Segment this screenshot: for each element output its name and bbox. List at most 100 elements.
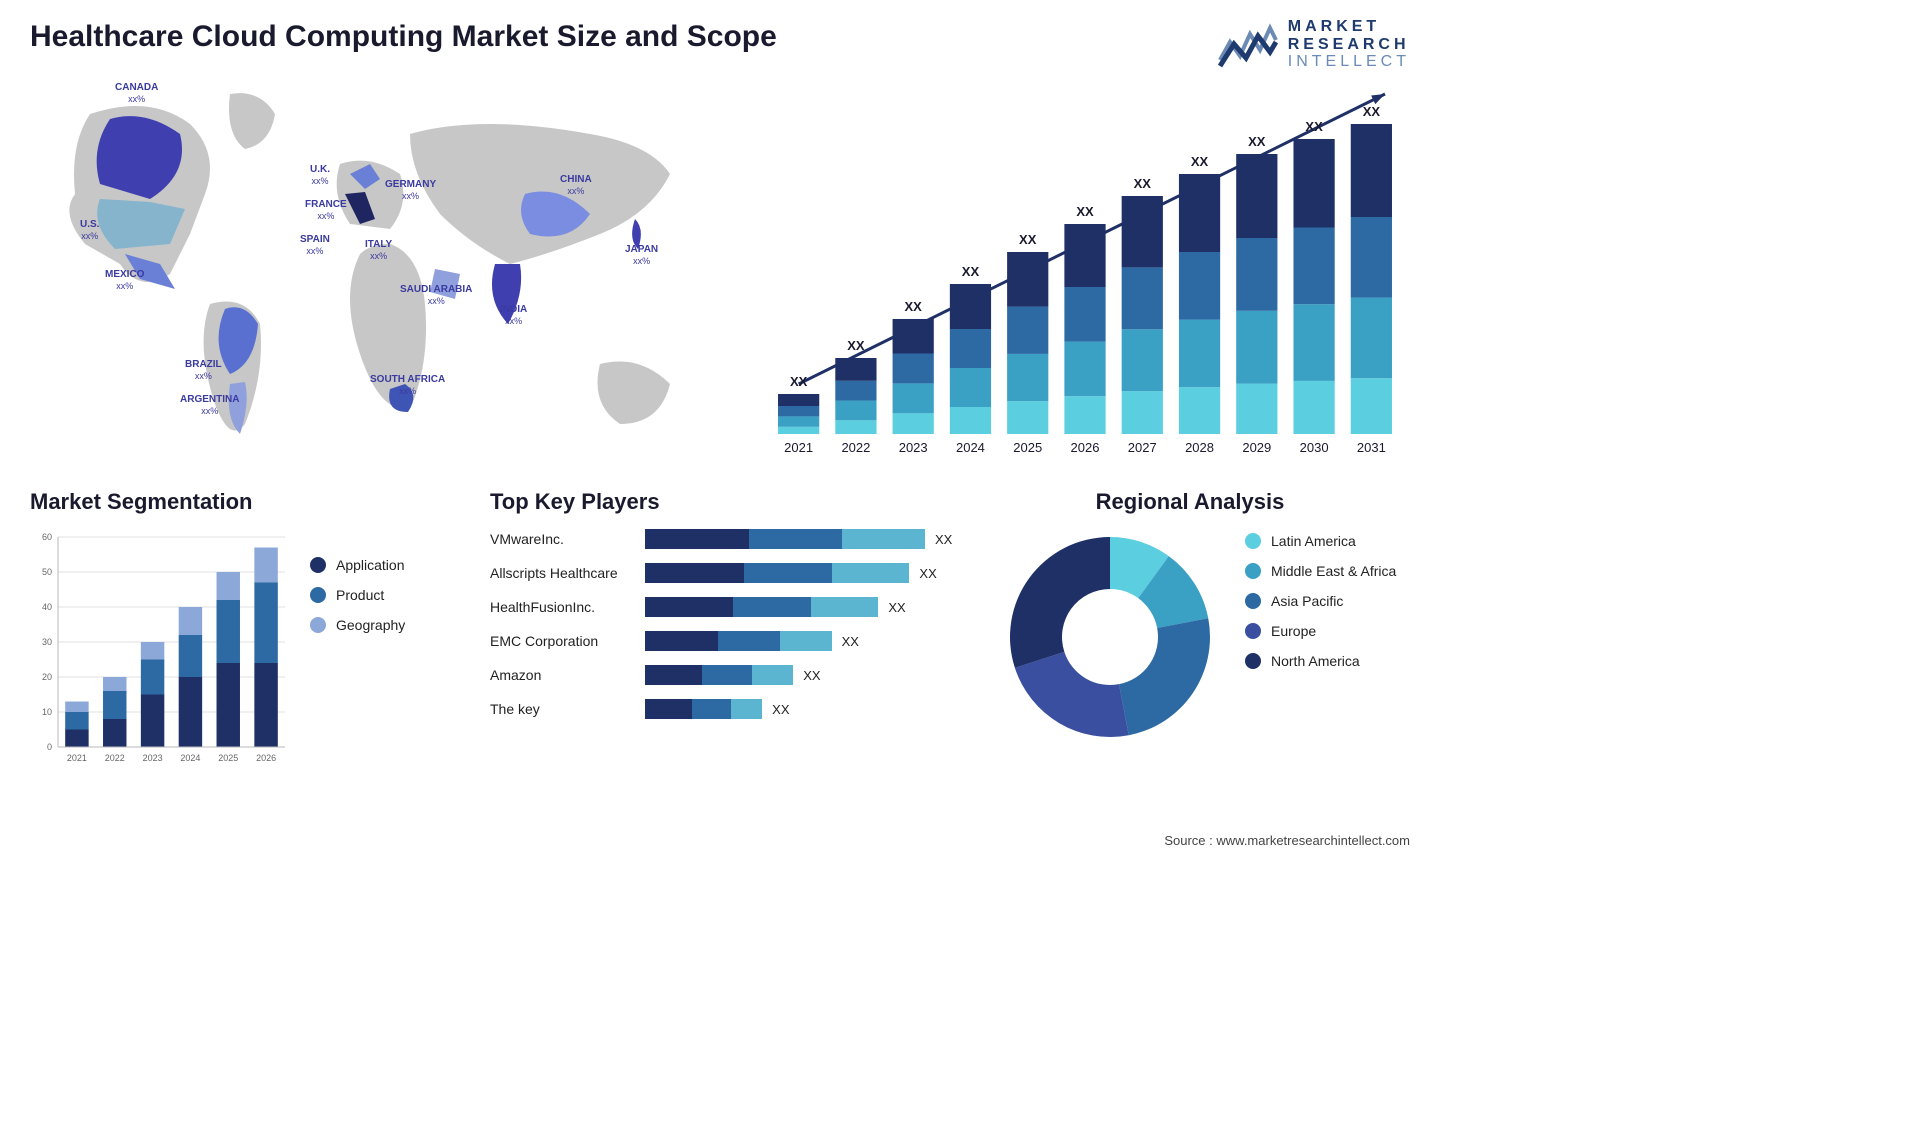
svg-text:2023: 2023 [899, 440, 928, 455]
player-bar [645, 597, 878, 617]
map-label: MEXICOxx% [105, 269, 144, 292]
svg-text:2024: 2024 [180, 753, 200, 763]
svg-text:60: 60 [42, 532, 52, 542]
player-name: Amazon [490, 667, 645, 683]
svg-text:20: 20 [42, 672, 52, 682]
svg-text:2024: 2024 [956, 440, 985, 455]
player-row: Allscripts Healthcare XX [490, 561, 970, 585]
map-label: BRAZILxx% [185, 359, 222, 382]
player-value: XX [803, 668, 820, 683]
page-title: Healthcare Cloud Computing Market Size a… [30, 20, 1410, 54]
logo-icon [1218, 20, 1278, 68]
legend-item: Product [310, 587, 405, 603]
svg-text:2021: 2021 [67, 753, 87, 763]
player-name: VMwareInc. [490, 531, 645, 547]
svg-text:2028: 2028 [1185, 440, 1214, 455]
map-label: U.K.xx% [310, 164, 330, 187]
map-label: CANADAxx% [115, 82, 158, 105]
map-label: ITALYxx% [365, 239, 392, 262]
player-row: VMwareInc. XX [490, 527, 970, 551]
segmentation-legend: Application Product Geography [310, 527, 405, 767]
map-label: JAPANxx% [625, 244, 658, 267]
segmentation-svg: 0 10 20 30 40 50 60 2021 2022 2023 2024 2025 2026 [30, 527, 290, 767]
map-label: INDIAxx% [500, 304, 527, 327]
svg-text:XX: XX [962, 264, 980, 279]
brand-logo: MARKET RESEARCH INTELLECT [1218, 18, 1410, 71]
svg-text:30: 30 [42, 637, 52, 647]
svg-text:0: 0 [47, 742, 52, 752]
world-map: CANADAxx% U.S.xx% MEXICOxx% BRAZILxx% ARGENT… [30, 64, 730, 464]
svg-text:XX: XX [905, 299, 923, 314]
svg-text:2021: 2021 [784, 440, 813, 455]
map-label: ARGENTINAxx% [180, 394, 239, 417]
svg-text:2026: 2026 [256, 753, 276, 763]
svg-text:10: 10 [42, 707, 52, 717]
player-row: EMC Corporation XX [490, 629, 970, 653]
player-name: Allscripts Healthcare [490, 565, 645, 581]
map-label: SOUTH AFRICAxx% [370, 374, 445, 397]
donut-svg [1000, 527, 1220, 747]
svg-text:2029: 2029 [1242, 440, 1271, 455]
legend-item: Middle East & Africa [1245, 563, 1396, 579]
svg-text:2025: 2025 [1013, 440, 1042, 455]
player-bar [645, 563, 909, 583]
player-row: The key XX [490, 697, 970, 721]
map-label: U.S.xx% [80, 219, 99, 242]
player-bar [645, 529, 925, 549]
map-label: SPAINxx% [300, 234, 330, 257]
svg-text:XX: XX [1076, 204, 1094, 219]
svg-text:XX: XX [1191, 154, 1209, 169]
players-title: Top Key Players [490, 489, 970, 515]
regional-legend: Latin America Middle East & Africa Asia Pa… [1245, 527, 1396, 747]
player-bar [645, 665, 793, 685]
svg-text:XX: XX [847, 338, 865, 353]
legend-item: Geography [310, 617, 405, 633]
logo-line-1: MARKET [1288, 18, 1410, 36]
svg-text:2022: 2022 [105, 753, 125, 763]
map-label: SAUDI ARABIAxx% [400, 284, 472, 307]
source-credit: Source : www.marketresearchintellect.com [1164, 833, 1410, 848]
growth-chart: XX 2021 XX 2022 XX 2023 XX 2024 XX 2025 XX 2026 XX 20… [750, 64, 1410, 464]
svg-text:2022: 2022 [841, 440, 870, 455]
player-name: EMC Corporation [490, 633, 645, 649]
svg-text:2027: 2027 [1128, 440, 1157, 455]
regional-title: Regional Analysis [1000, 489, 1380, 515]
legend-item: Asia Pacific [1245, 593, 1396, 609]
player-bar [645, 631, 832, 651]
player-value: XX [772, 702, 789, 717]
player-row: HealthFusionInc. XX [490, 595, 970, 619]
logo-line-2: RESEARCH [1288, 36, 1410, 54]
svg-text:2026: 2026 [1071, 440, 1100, 455]
players-list: VMwareInc.XXAllscripts HealthcareXXHealt… [490, 527, 970, 721]
svg-text:2023: 2023 [143, 753, 163, 763]
svg-text:2030: 2030 [1300, 440, 1329, 455]
segmentation-chart: 0 10 20 30 40 50 60 2021 2022 2023 2024 2025 2026 [30, 527, 290, 767]
player-value: XX [888, 600, 905, 615]
legend-item: Application [310, 557, 405, 573]
svg-text:XX: XX [1019, 232, 1037, 247]
legend-item: Europe [1245, 623, 1396, 639]
player-value: XX [842, 634, 859, 649]
svg-text:2025: 2025 [218, 753, 238, 763]
regional-donut [1000, 527, 1220, 747]
svg-text:XX: XX [790, 374, 808, 389]
svg-text:40: 40 [42, 602, 52, 612]
svg-text:2031: 2031 [1357, 440, 1386, 455]
player-value: XX [935, 532, 952, 547]
player-row: Amazon XX [490, 663, 970, 687]
growth-chart-svg: XX 2021 XX 2022 XX 2023 XX 2024 XX 2025 XX 2026 XX 20… [750, 64, 1410, 464]
player-name: HealthFusionInc. [490, 599, 645, 615]
svg-text:XX: XX [1248, 134, 1266, 149]
legend-item: Latin America [1245, 533, 1396, 549]
map-label: FRANCExx% [305, 199, 347, 222]
map-label: CHINAxx% [560, 174, 592, 197]
player-bar [645, 699, 762, 719]
svg-text:50: 50 [42, 567, 52, 577]
svg-text:XX: XX [1363, 104, 1381, 119]
svg-text:XX: XX [1305, 119, 1323, 134]
map-label: GERMANYxx% [385, 179, 436, 202]
player-value: XX [919, 566, 936, 581]
player-name: The key [490, 701, 645, 717]
segmentation-title: Market Segmentation [30, 489, 460, 515]
svg-text:XX: XX [1134, 176, 1152, 191]
